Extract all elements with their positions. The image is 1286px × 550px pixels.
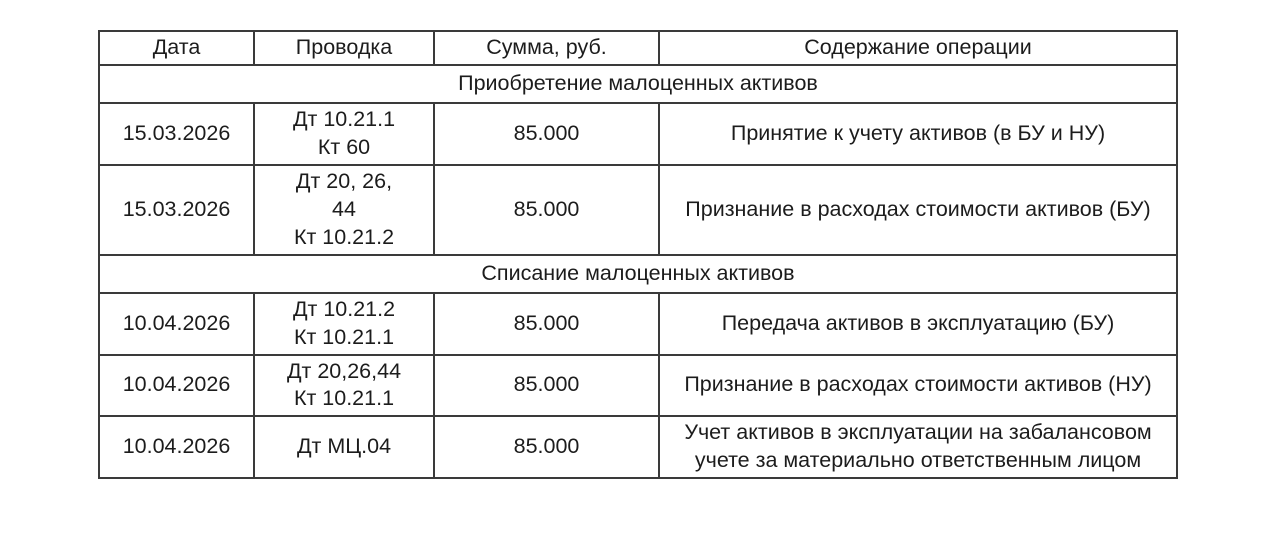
column-header-description: Содержание операции [658, 30, 1178, 66]
table-row: 15.03.2026 Дт 20, 26, 44 Кт 10.21.2 85.000… [98, 163, 1178, 256]
cell-date: 15.03.2026 [98, 101, 255, 166]
cell-posting: Дт 10.21.1 Кт 60 [253, 101, 435, 166]
cell-amount: 85.000 [433, 163, 660, 256]
cell-amount: 85.000 [433, 415, 660, 480]
accounting-journal-table: Дата Проводка Сумма, руб. Содержание опе… [98, 30, 1178, 480]
cell-date: 10.04.2026 [98, 353, 255, 418]
cell-amount: 85.000 [433, 291, 660, 356]
cell-description: Признание в расходах стоимости активов (… [658, 163, 1178, 256]
cell-date: 10.04.2026 [98, 291, 255, 356]
cell-date: 10.04.2026 [98, 415, 255, 480]
table-header: Дата Проводка Сумма, руб. Содержание опе… [98, 30, 1178, 66]
cell-posting: Дт МЦ.04 [253, 415, 435, 480]
cell-description: Передача активов в эксплуатацию (БУ) [658, 291, 1178, 356]
group-header-row: Приобретение малоценных активов [98, 63, 1178, 104]
cell-description: Признание в расходах стоимости активов (… [658, 353, 1178, 418]
cell-description: Учет активов в эксплуатации на забалансо… [658, 415, 1178, 480]
column-header-amount: Сумма, руб. [433, 30, 660, 66]
group-header-title: Списание малоценных активов [98, 253, 1178, 294]
cell-amount: 85.000 [433, 353, 660, 418]
table-body: Приобретение малоценных активов 15.03.202… [98, 63, 1178, 480]
table-header-row: Дата Проводка Сумма, руб. Содержание опе… [98, 30, 1178, 66]
cell-posting: Дт 20, 26, 44 Кт 10.21.2 [253, 163, 435, 256]
column-header-posting: Проводка [253, 30, 435, 66]
table-row: 10.04.2026 Дт 20,26,44 Кт 10.21.1 85.000 Пр… [98, 353, 1178, 418]
cell-date: 15.03.2026 [98, 163, 255, 256]
cell-description: Принятие к учету активов (в БУ и НУ) [658, 101, 1178, 166]
table-row: 10.04.2026 Дт МЦ.04 85.000 Учет активов в э… [98, 415, 1178, 480]
table-row: 15.03.2026 Дт 10.21.1 Кт 60 85.000 Принятие… [98, 101, 1178, 166]
group-header-title: Приобретение малоценных активов [98, 63, 1178, 104]
cell-posting: Дт 10.21.2 Кт 10.21.1 [253, 291, 435, 356]
group-header-row: Списание малоценных активов [98, 253, 1178, 294]
cell-posting: Дт 20,26,44 Кт 10.21.1 [253, 353, 435, 418]
journal-table-container: Дата Проводка Сумма, руб. Содержание опе… [98, 30, 1178, 480]
table-row: 10.04.2026 Дт 10.21.2 Кт 10.21.1 85.000 Пер… [98, 291, 1178, 356]
column-header-date: Дата [98, 30, 255, 66]
cell-amount: 85.000 [433, 101, 660, 166]
